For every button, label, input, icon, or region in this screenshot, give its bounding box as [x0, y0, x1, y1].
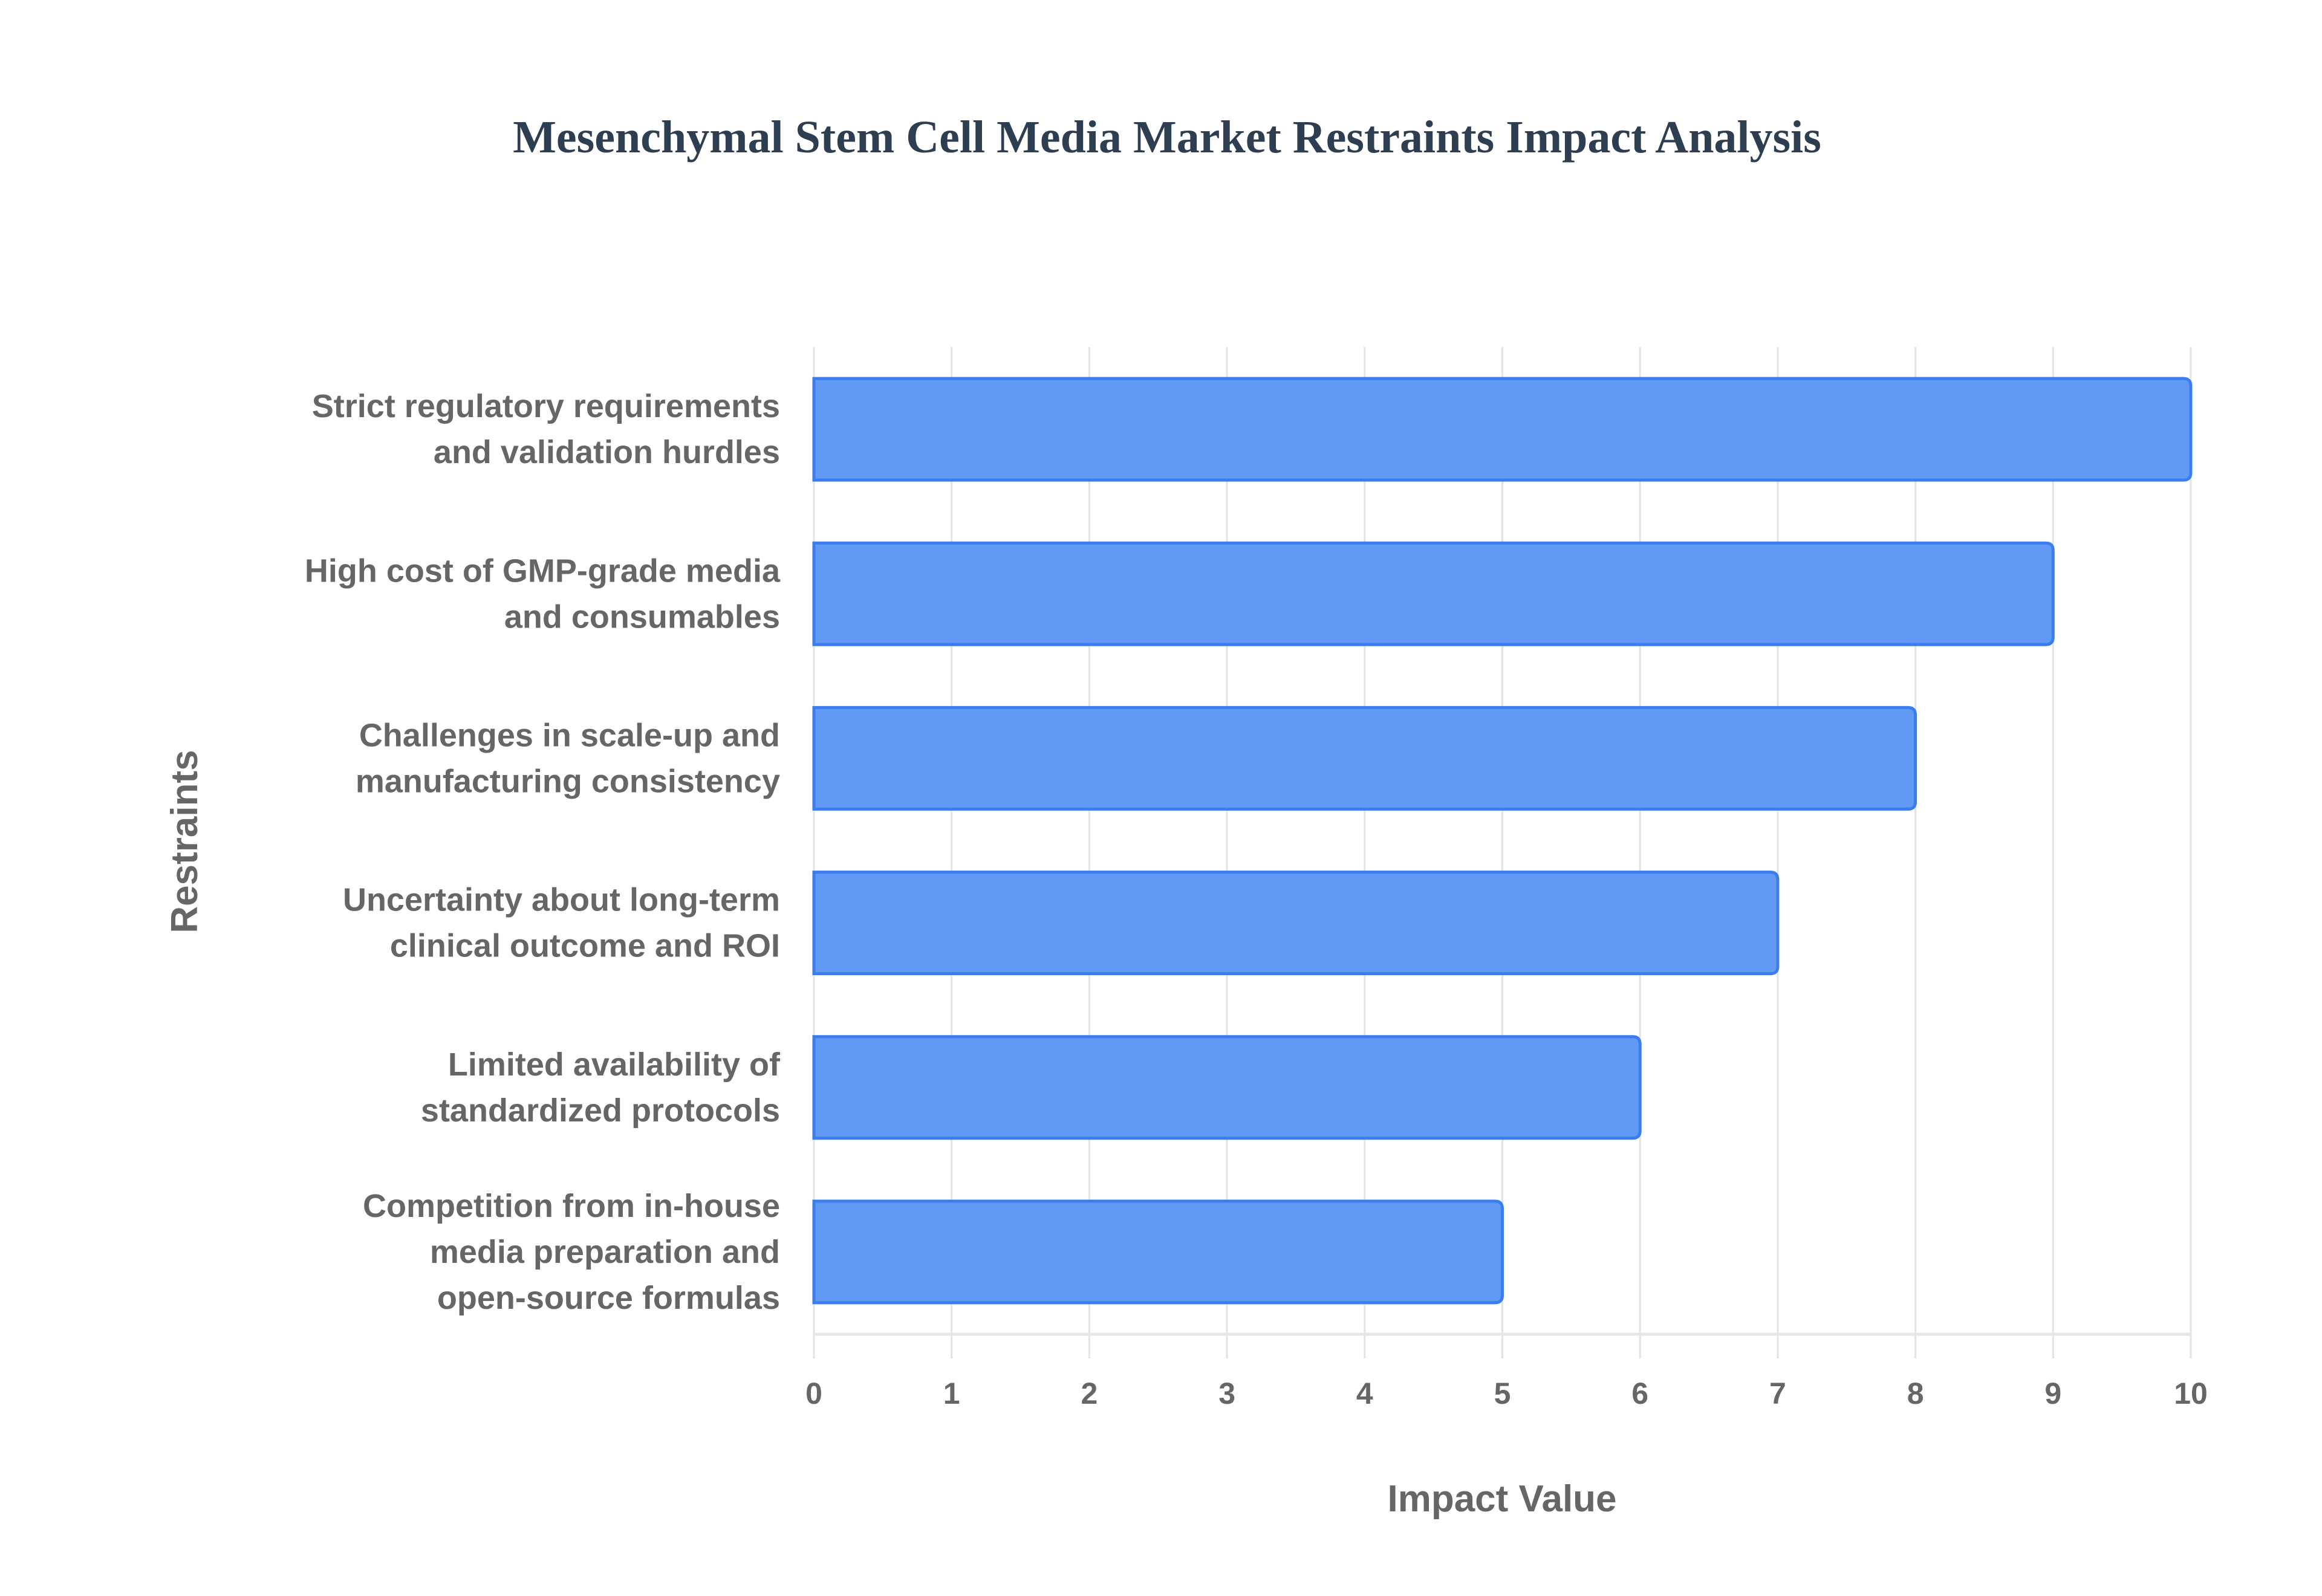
- bar: [812, 706, 1917, 811]
- category-label: Uncertainty about long-term clinical outc…: [343, 882, 780, 964]
- x-tick-label: 5: [1494, 1377, 1511, 1410]
- x-tick-label: 8: [1907, 1377, 1924, 1410]
- category-label-line: and consumables: [504, 598, 780, 635]
- x-tick-label: 2: [1081, 1377, 1098, 1410]
- category-label: Challenges in scale-up and manufacturing …: [356, 717, 780, 799]
- x-axis-title: Impact Value: [1387, 1478, 1616, 1520]
- category-labels: Strict regulatory requirements and valida…: [305, 388, 781, 1316]
- x-tick-label: 0: [805, 1377, 822, 1410]
- y-axis-title: Restraints: [164, 750, 206, 933]
- gridlines: [813, 347, 2192, 1358]
- category-label-line: clinical outcome and ROI: [390, 928, 780, 964]
- category-label-line: Limited availability of: [448, 1046, 781, 1083]
- x-tick-label: 6: [1631, 1377, 1648, 1410]
- x-tick-labels: 0 1 2 3 4 5 6 7 8 9 10: [805, 1377, 2208, 1410]
- bar: [812, 1035, 1642, 1140]
- category-label-line: standardized protocols: [421, 1092, 780, 1129]
- category-label-line: and validation hurdles: [434, 434, 780, 470]
- bar: [812, 871, 1780, 976]
- bars: [812, 377, 2193, 1305]
- x-tick-label: 4: [1356, 1377, 1373, 1410]
- x-tick-label: 9: [2044, 1377, 2061, 1410]
- category-label: High cost of GMP-grade media and consumab…: [305, 553, 781, 635]
- category-label: Competition from in-house media preparati…: [363, 1188, 780, 1316]
- bar: [812, 1199, 1504, 1305]
- category-label: Strict regulatory requirements and valida…: [312, 388, 780, 470]
- category-label-line: open-source formulas: [437, 1280, 780, 1316]
- category-label-line: High cost of GMP-grade media: [305, 553, 781, 589]
- category-label-line: Uncertainty about long-term: [343, 882, 780, 918]
- category-label: Limited availability of standardized prot…: [421, 1046, 781, 1129]
- bar: [812, 377, 2193, 482]
- category-label-line: manufacturing consistency: [356, 763, 780, 799]
- x-tick-label: 10: [2174, 1377, 2208, 1410]
- x-tick-label: 3: [1218, 1377, 1235, 1410]
- bar: [812, 541, 2055, 646]
- category-label-line: Challenges in scale-up and: [359, 717, 780, 753]
- chart-title: Mesenchymal Stem Cell Media Market Restr…: [513, 112, 1821, 163]
- x-tick-label: 7: [1769, 1377, 1786, 1410]
- category-label-line: media preparation and: [430, 1234, 780, 1270]
- x-tick-label: 1: [943, 1377, 960, 1410]
- category-label-line: Strict regulatory requirements: [312, 388, 780, 424]
- category-label-line: Competition from in-house: [363, 1188, 780, 1224]
